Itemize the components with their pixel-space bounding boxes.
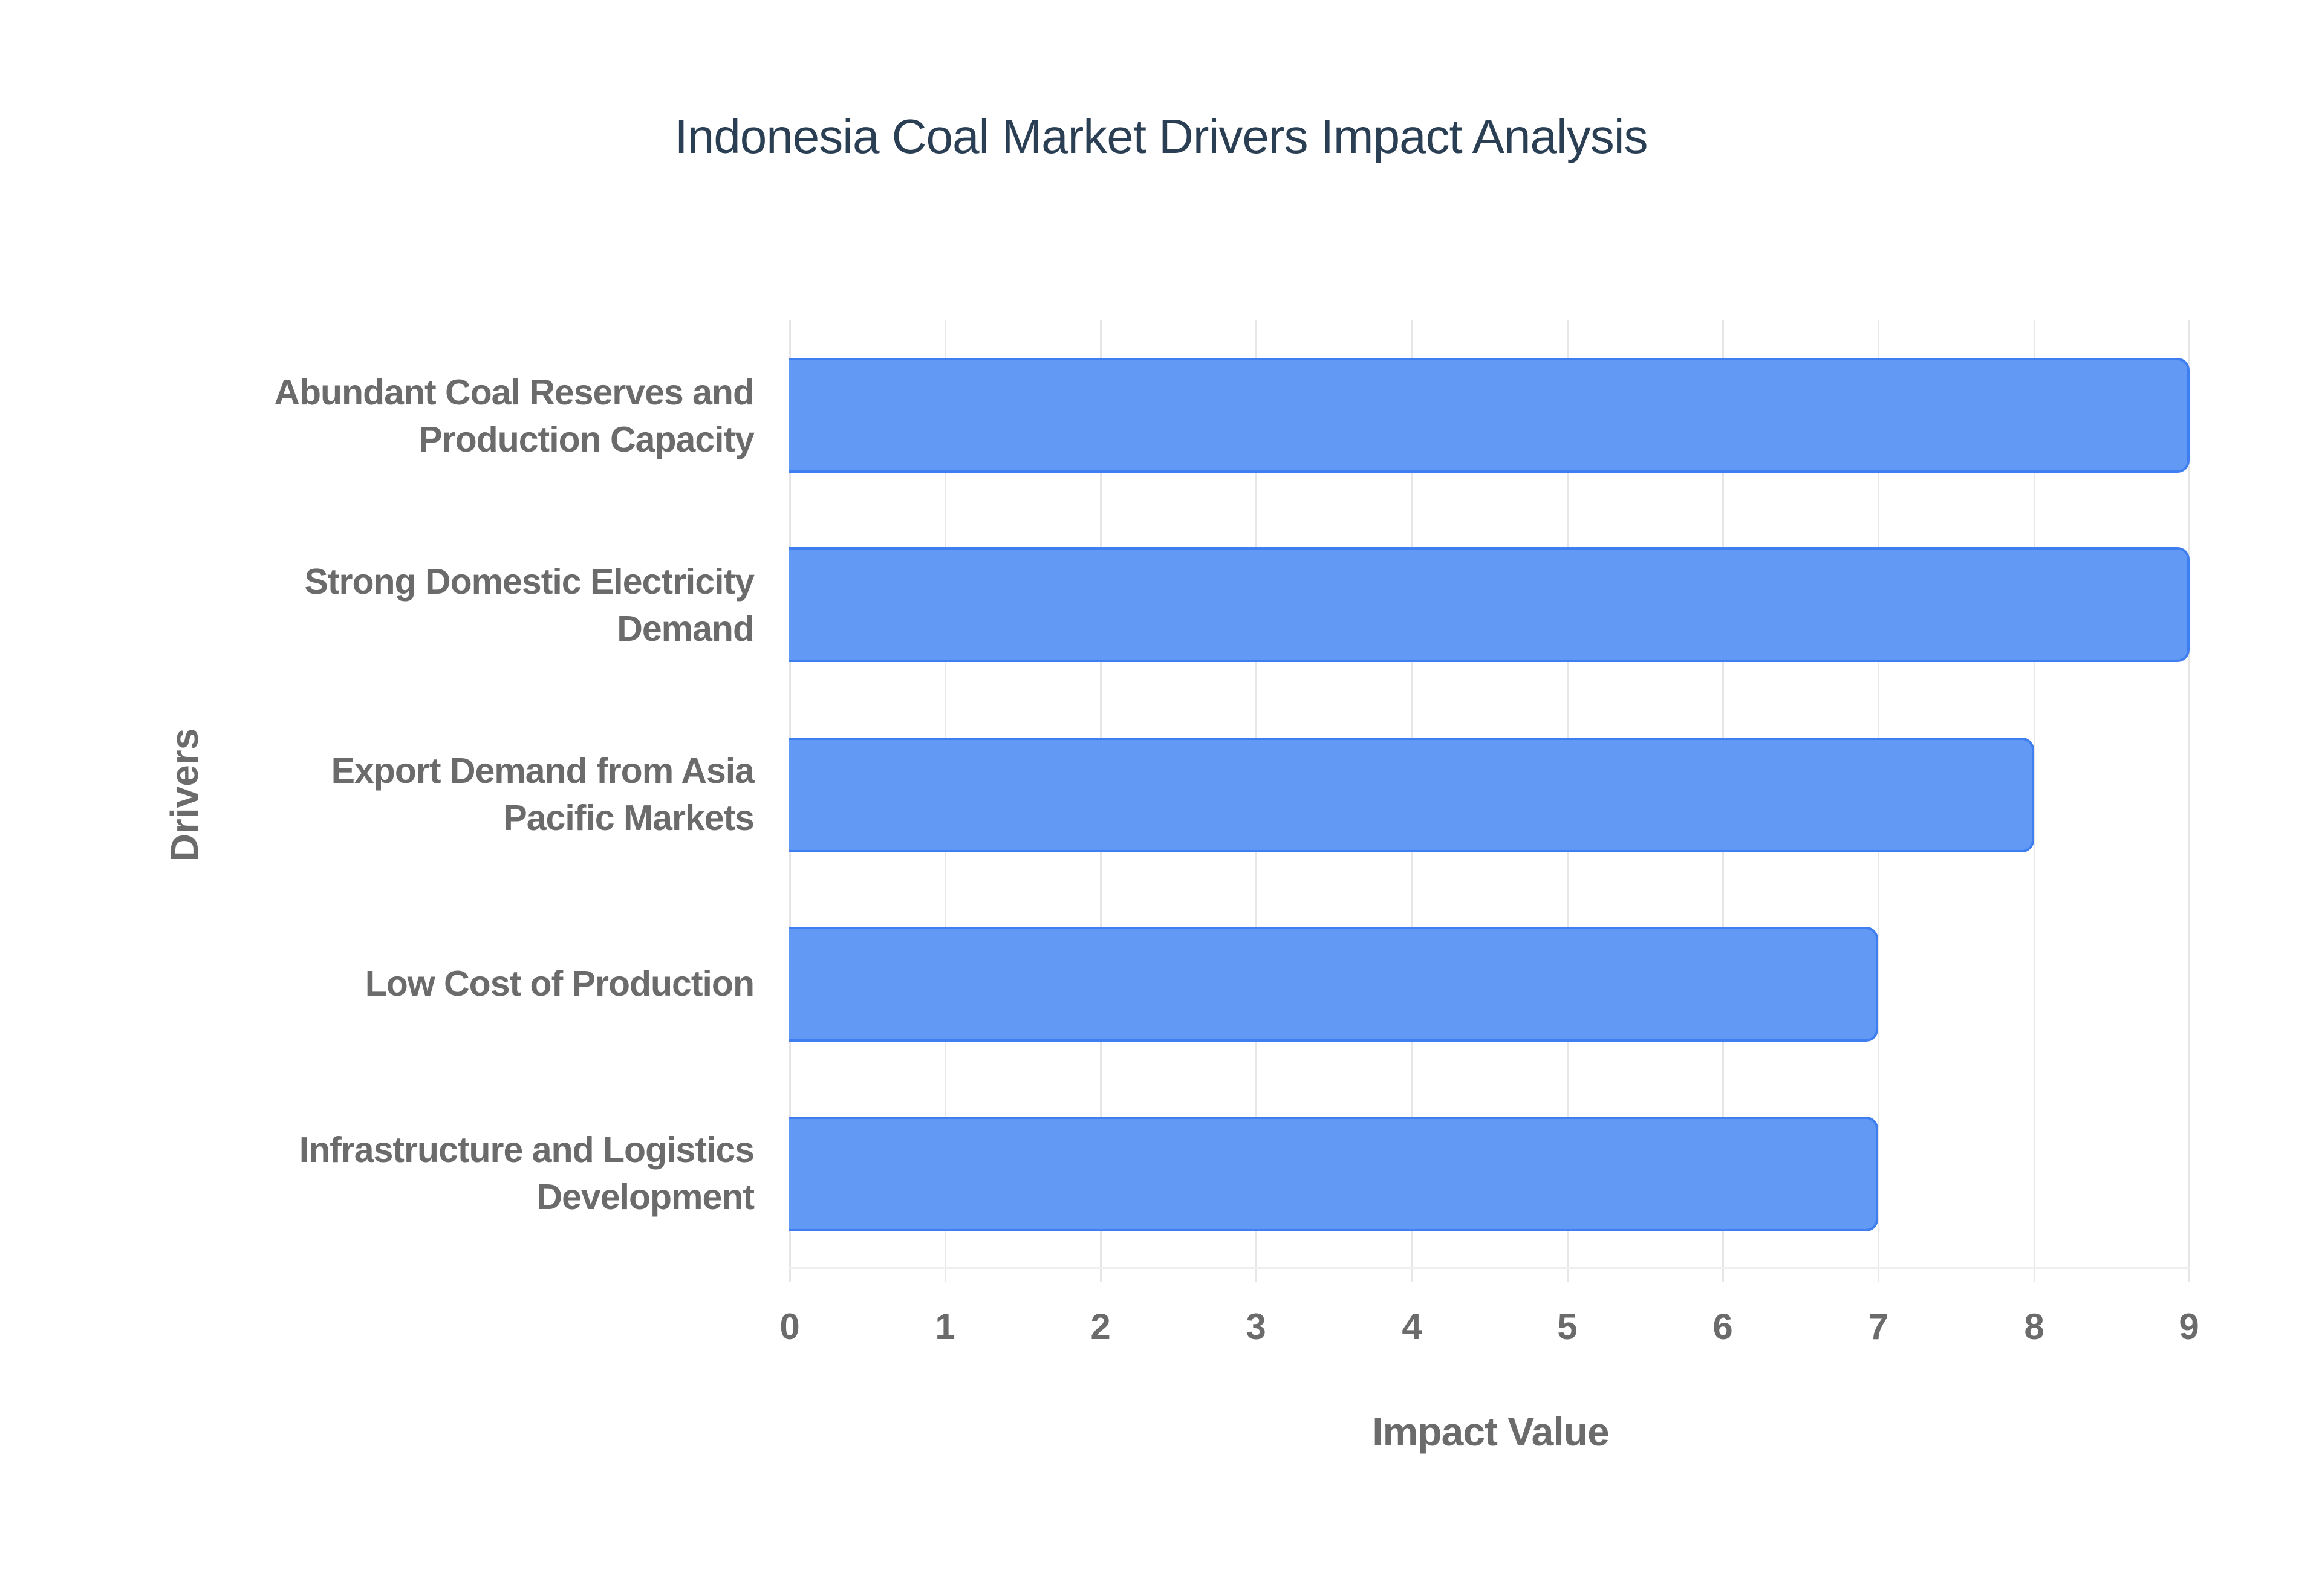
x-tick-3: 3 bbox=[1246, 1306, 1266, 1347]
y-tick-label-line: Development bbox=[536, 1177, 755, 1217]
y-tick-label-3: Low Cost of Production bbox=[149, 960, 755, 1007]
y-tick-label-0: Abundant Coal Reserves and Production Ca… bbox=[149, 369, 755, 463]
plot-area bbox=[789, 320, 2190, 1282]
y-tick-label-4: Infrastructure and Logistics Development bbox=[149, 1126, 755, 1221]
y-tick-label-line: Production Capacity bbox=[418, 420, 755, 459]
x-tick-4: 4 bbox=[1402, 1306, 1422, 1347]
bar-low-cost-production[interactable] bbox=[789, 927, 1879, 1042]
y-tick-label-line: Abundant Coal Reserves and bbox=[274, 372, 755, 412]
y-tick-label-line: Demand bbox=[617, 609, 755, 649]
gridline-8 bbox=[2034, 320, 2035, 1282]
x-axis-title: Impact Value bbox=[1372, 1409, 1610, 1454]
y-tick-label-line: Pacific Markets bbox=[503, 798, 755, 838]
y-axis-title: Drivers bbox=[163, 728, 206, 862]
y-tick-label-line: Strong Domestic Electricity bbox=[304, 562, 755, 602]
bar-infrastructure-logistics[interactable] bbox=[789, 1117, 1879, 1231]
x-tick-2: 2 bbox=[1090, 1306, 1111, 1347]
x-tick-7: 7 bbox=[1868, 1306, 1888, 1347]
x-tick-6: 6 bbox=[1712, 1306, 1733, 1347]
x-axis-baseline bbox=[789, 1267, 2190, 1269]
y-tick-label-2: Export Demand from Asia Pacific Markets bbox=[149, 747, 755, 842]
x-tick-0: 0 bbox=[779, 1306, 800, 1347]
bar-strong-domestic-electricity[interactable] bbox=[789, 547, 2190, 662]
gridline-9 bbox=[2188, 320, 2190, 1282]
y-tick-label-line: Infrastructure and Logistics bbox=[299, 1130, 755, 1170]
y-tick-label-1: Strong Domestic Electricity Demand bbox=[149, 558, 755, 652]
y-tick-label-line: Low Cost of Production bbox=[365, 964, 755, 1004]
bar-abundant-coal-reserves[interactable] bbox=[789, 358, 2190, 473]
x-tick-1: 1 bbox=[935, 1306, 955, 1347]
x-tick-5: 5 bbox=[1557, 1306, 1578, 1347]
x-tick-8: 8 bbox=[2024, 1306, 2044, 1347]
bar-export-demand-asia-pacific[interactable] bbox=[789, 738, 2034, 852]
y-tick-label-line: Export Demand from Asia bbox=[331, 751, 755, 791]
x-tick-9: 9 bbox=[2179, 1306, 2199, 1347]
chart-title: Indonesia Coal Market Drivers Impact Ana… bbox=[674, 109, 1648, 163]
